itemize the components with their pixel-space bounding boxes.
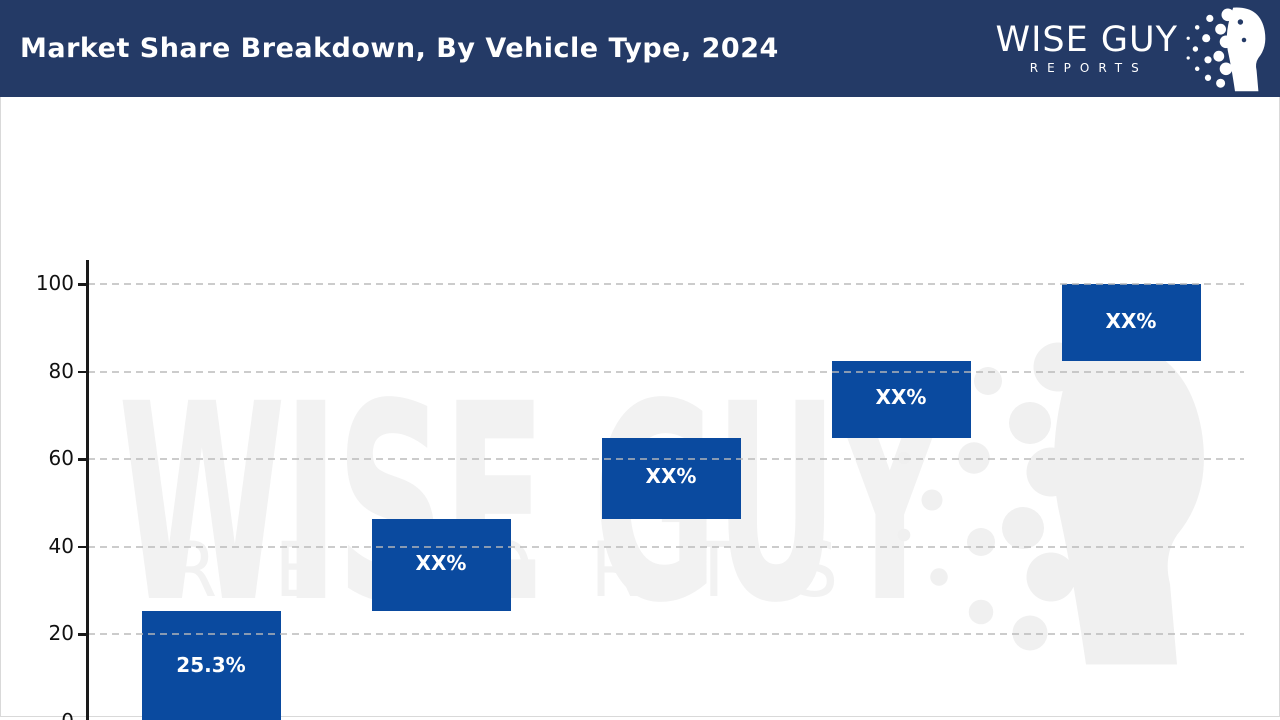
- y-axis-line: [86, 260, 89, 720]
- y-axis-tick: [78, 545, 86, 549]
- y-axis-tick-label: 20: [48, 621, 74, 646]
- brand-logo: WISE GUY REPORTS: [995, 0, 1272, 97]
- bar-segment: [601, 437, 741, 520]
- y-axis-tick-label: 100: [35, 271, 74, 295]
- watermark-text-line2: REPORTS: [168, 525, 896, 614]
- brand-name: WISE GUY: [995, 19, 1178, 60]
- y-axis-tick-label: 60: [48, 446, 74, 471]
- y-axis-tick-label: 40: [48, 533, 74, 558]
- watermark-text-line1: WISE GUY: [118, 347, 945, 663]
- y-axis-tick-label: 0: [14, 709, 74, 720]
- gridline: [88, 545, 1244, 548]
- chart-area: WISE GUY REPORTS 02040608010025.3%Ambula…: [0, 97, 1280, 720]
- y-axis-tick: [78, 633, 86, 636]
- y-axis-tick: [78, 458, 86, 461]
- bar-value-label: XX%: [415, 551, 467, 576]
- y-axis-tick-label: 80: [48, 358, 74, 383]
- bar-value-label: XX%: [875, 385, 927, 410]
- y-axis-tick: [78, 283, 86, 286]
- bar-segment: [371, 519, 511, 612]
- gridline: [88, 283, 1244, 285]
- brand-subtitle: REPORTS: [1029, 60, 1148, 75]
- bar-segment: [141, 611, 281, 720]
- page-title: Market Share Breakdown, By Vehicle Type,…: [20, 33, 779, 64]
- gridline: [88, 633, 1244, 636]
- dotted-head-profile-icon: [1186, 6, 1266, 91]
- bar-value-label: 25.3%: [176, 652, 246, 677]
- bar-value-label: XX%: [1105, 308, 1157, 333]
- header: Market Share Breakdown, By Vehicle Type,…: [0, 0, 1280, 97]
- bar-value-label: XX%: [645, 464, 697, 489]
- brand-text: WISE GUY REPORTS: [995, 19, 1178, 75]
- gridline: [88, 458, 1244, 461]
- bar-segment: [831, 361, 971, 438]
- gridline: [88, 370, 1244, 373]
- y-axis-tick: [78, 370, 86, 374]
- bar-segment: [1061, 284, 1201, 362]
